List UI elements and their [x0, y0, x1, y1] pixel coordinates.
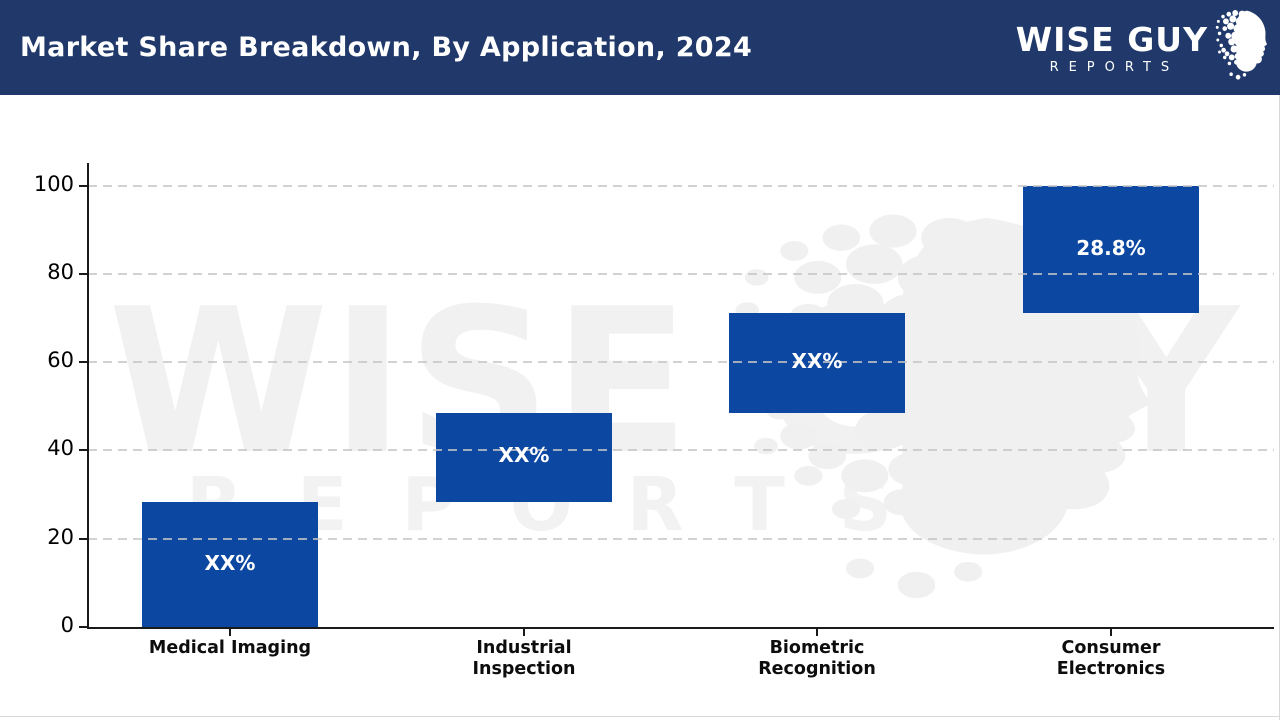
x-tick: [523, 629, 525, 636]
y-tick: [79, 626, 88, 628]
y-axis-line: [87, 163, 89, 629]
y-tick-label: 40: [47, 436, 74, 461]
bar-value-label: XX%: [498, 443, 550, 468]
y-tick-label: 80: [47, 259, 74, 284]
brand-logo: WISE GUY REPORTS: [1016, 7, 1270, 85]
brand-text: WISE GUY REPORTS: [1015, 19, 1208, 76]
gridline: [88, 449, 1274, 452]
category-label: Biometric Recognition: [758, 638, 876, 679]
x-tick: [816, 629, 818, 636]
header: Market Share Breakdown, By Application, …: [0, 0, 1280, 95]
bar-segment: [436, 412, 612, 503]
page-bottom-border: [0, 716, 1280, 717]
x-tick: [1110, 629, 1112, 636]
bar-value-label: 28.8%: [1076, 235, 1146, 260]
bar-value-label: XX%: [791, 348, 843, 373]
brand-subtitle: REPORTS: [1049, 60, 1180, 76]
bar-segment: [142, 502, 318, 627]
x-tick: [229, 629, 231, 636]
y-tick: [79, 361, 88, 364]
y-tick: [79, 184, 88, 187]
x-axis-line: [87, 627, 1274, 629]
brand-wordmark: WISE GUY: [1015, 19, 1208, 59]
page-title: Market Share Breakdown, By Application, …: [20, 32, 753, 63]
category-label: Medical Imaging: [148, 638, 312, 658]
y-tick-label: 100: [33, 171, 74, 196]
category-label: Consumer Electronics: [1056, 638, 1166, 679]
y-tick: [79, 449, 88, 452]
gridline: [88, 537, 1274, 540]
category-label: Industrial Inspection: [472, 638, 576, 679]
gridline: [88, 184, 1274, 187]
y-tick-label: 60: [47, 348, 74, 373]
y-tick: [79, 272, 88, 275]
bar-segment: [1023, 185, 1199, 314]
gridline: [88, 361, 1274, 364]
y-tick-label: 0: [60, 613, 74, 637]
gridline: [88, 272, 1274, 275]
y-tick-label: 20: [47, 524, 74, 549]
y-tick: [79, 537, 88, 540]
bar-value-label: XX%: [204, 550, 256, 575]
